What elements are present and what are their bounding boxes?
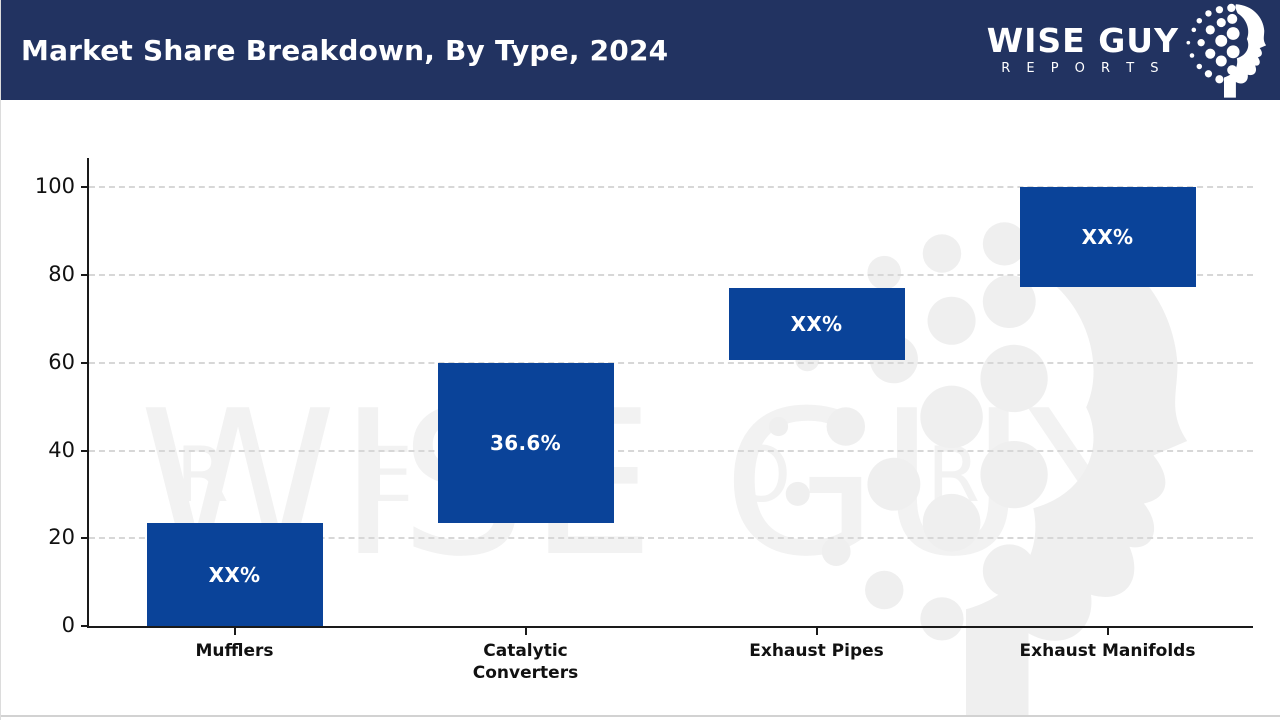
bar: XX%	[146, 523, 323, 626]
y-tick-mark	[81, 625, 89, 627]
logo-head-icon	[1186, 3, 1267, 98]
y-tick-mark	[81, 361, 89, 364]
y-tick-label: 40	[48, 437, 75, 462]
y-tick-mark	[81, 274, 89, 277]
x-tick-mark	[524, 628, 527, 635]
bar-value-label: XX%	[790, 311, 843, 336]
y-tick-label: 80	[48, 262, 75, 287]
x-tick-label: Catalytic Converters	[472, 641, 579, 684]
page-title: Market Share Breakdown, By Type, 2024	[21, 33, 669, 67]
y-tick-mark	[81, 449, 89, 452]
header: Market Share Breakdown, By Type, 2024 WI…	[1, 0, 1280, 100]
y-tick-label: 0	[61, 613, 75, 637]
x-tick-mark	[233, 628, 236, 635]
y-tick-label: 20	[48, 525, 75, 550]
logo-wordmark: WISE GUY	[986, 21, 1179, 61]
gridline	[89, 274, 1253, 277]
bar: 36.6%	[437, 362, 614, 524]
bottom-divider	[1, 715, 1280, 717]
plot-region: WISE GUY R E P O R T S 020406080100XX%Mu…	[1, 100, 1280, 720]
y-tick-label: 60	[48, 349, 75, 374]
bar: XX%	[728, 287, 905, 360]
y-axis	[87, 158, 89, 628]
bar-value-label: XX%	[1081, 225, 1134, 250]
gridline	[89, 186, 1253, 189]
gridline	[89, 537, 1253, 540]
logo-subtext: R E P O R T S	[1001, 60, 1165, 76]
x-tick-mark	[815, 628, 818, 635]
y-tick-mark	[81, 537, 89, 540]
x-axis	[87, 626, 1253, 628]
gridline	[89, 449, 1253, 452]
x-tick-mark	[1106, 628, 1109, 635]
wiseguy-logo: WISE GUY R E P O R T S	[987, 0, 1267, 100]
x-tick-label: Exhaust Pipes	[749, 641, 884, 661]
bar-value-label: 36.6%	[490, 431, 561, 456]
watermark-head-icon	[768, 222, 1188, 715]
x-tick-label: Mufflers	[195, 641, 274, 661]
gridline	[89, 361, 1253, 364]
y-tick-mark	[81, 186, 89, 189]
x-tick-label: Exhaust Manifolds	[1019, 641, 1196, 661]
bar-value-label: XX%	[208, 562, 261, 587]
y-tick-label: 100	[34, 174, 75, 199]
bar: XX%	[1019, 187, 1196, 287]
